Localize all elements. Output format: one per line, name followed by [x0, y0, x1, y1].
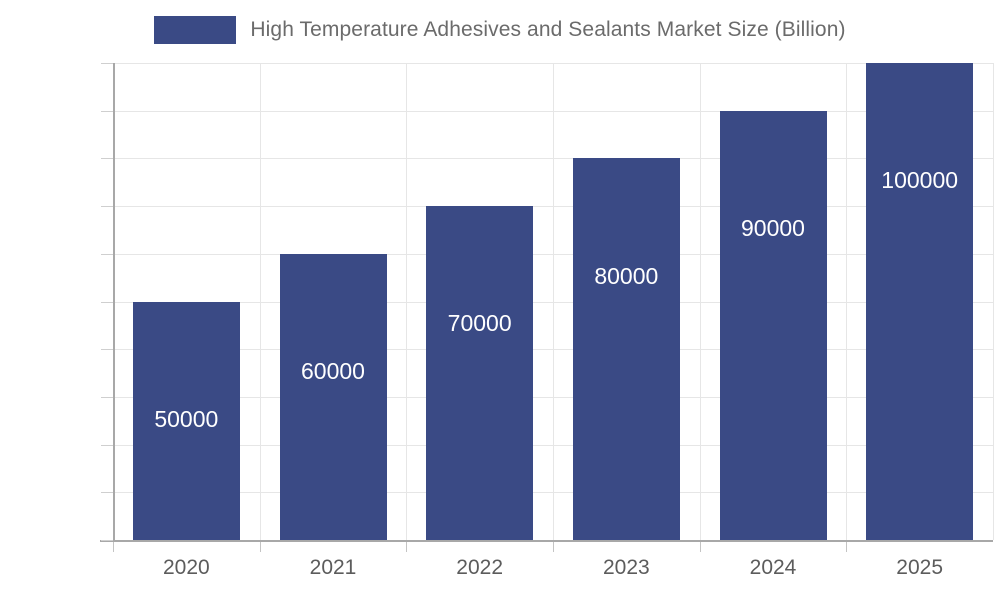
legend-item-market-size[interactable]: High Temperature Adhesives and Sealants … [154, 16, 845, 44]
gridline-vertical [700, 63, 701, 540]
gridline-vertical [993, 63, 994, 540]
bar[interactable]: 60000 [279, 253, 387, 540]
y-axis-tick-mark [101, 349, 113, 351]
y-axis-tick-mark [101, 492, 113, 494]
bar[interactable]: 70000 [426, 206, 534, 540]
y-axis-tick-mark [101, 206, 113, 208]
y-axis-line [113, 63, 115, 542]
x-axis-tick-mark [406, 542, 407, 552]
x-axis-line [100, 540, 993, 542]
y-axis-tick-mark [101, 63, 113, 64]
x-axis-tick-label: 2021 [309, 556, 357, 579]
x-axis-tick-mark [846, 542, 847, 552]
bar-value-label: 90000 [741, 214, 805, 241]
y-axis-tick-mark [101, 110, 113, 112]
y-axis-tick-mark [101, 444, 113, 446]
bar[interactable]: 100000 [866, 63, 974, 540]
x-axis-tick-label: 2022 [456, 556, 504, 579]
gridline-vertical [406, 63, 407, 540]
gridline-vertical [553, 63, 554, 540]
legend-swatch-icon [154, 16, 237, 44]
y-axis-tick-mark [101, 158, 113, 160]
x-axis-tick-mark [260, 542, 261, 552]
x-axis-tick-label: 2024 [749, 556, 797, 579]
y-axis-tick-mark [101, 540, 113, 541]
bar[interactable]: 50000 [132, 301, 240, 540]
bar-value-label: 80000 [594, 262, 659, 289]
gridline-vertical [260, 63, 261, 540]
plot-area: 50000 60000 70000 80000 90000 100000 [113, 63, 994, 541]
bar[interactable]: 90000 [719, 110, 827, 540]
bar-value-label: 50000 [154, 405, 219, 432]
x-axis-tick-label: 2025 [896, 556, 944, 579]
y-axis-tick-mark [101, 396, 113, 398]
x-axis-tick-mark [553, 542, 554, 552]
bar[interactable]: 80000 [572, 158, 680, 540]
bar-value-label: 100000 [881, 167, 959, 194]
chart-legend: High Temperature Adhesives and Sealants … [0, 0, 1000, 60]
y-axis-tick-mark [101, 253, 113, 255]
x-axis-tick-label: 2020 [162, 556, 210, 579]
y-axis-tick-mark [101, 301, 113, 303]
legend-item-label: High Temperature Adhesives and Sealants … [250, 18, 846, 41]
bar-value-label: 70000 [447, 310, 512, 337]
x-axis-tick-mark [113, 542, 114, 552]
x-axis-tick-mark [700, 542, 701, 552]
gridline-vertical [846, 63, 847, 540]
x-axis-tick-label: 2023 [602, 556, 650, 579]
bar-value-label: 60000 [301, 358, 365, 385]
